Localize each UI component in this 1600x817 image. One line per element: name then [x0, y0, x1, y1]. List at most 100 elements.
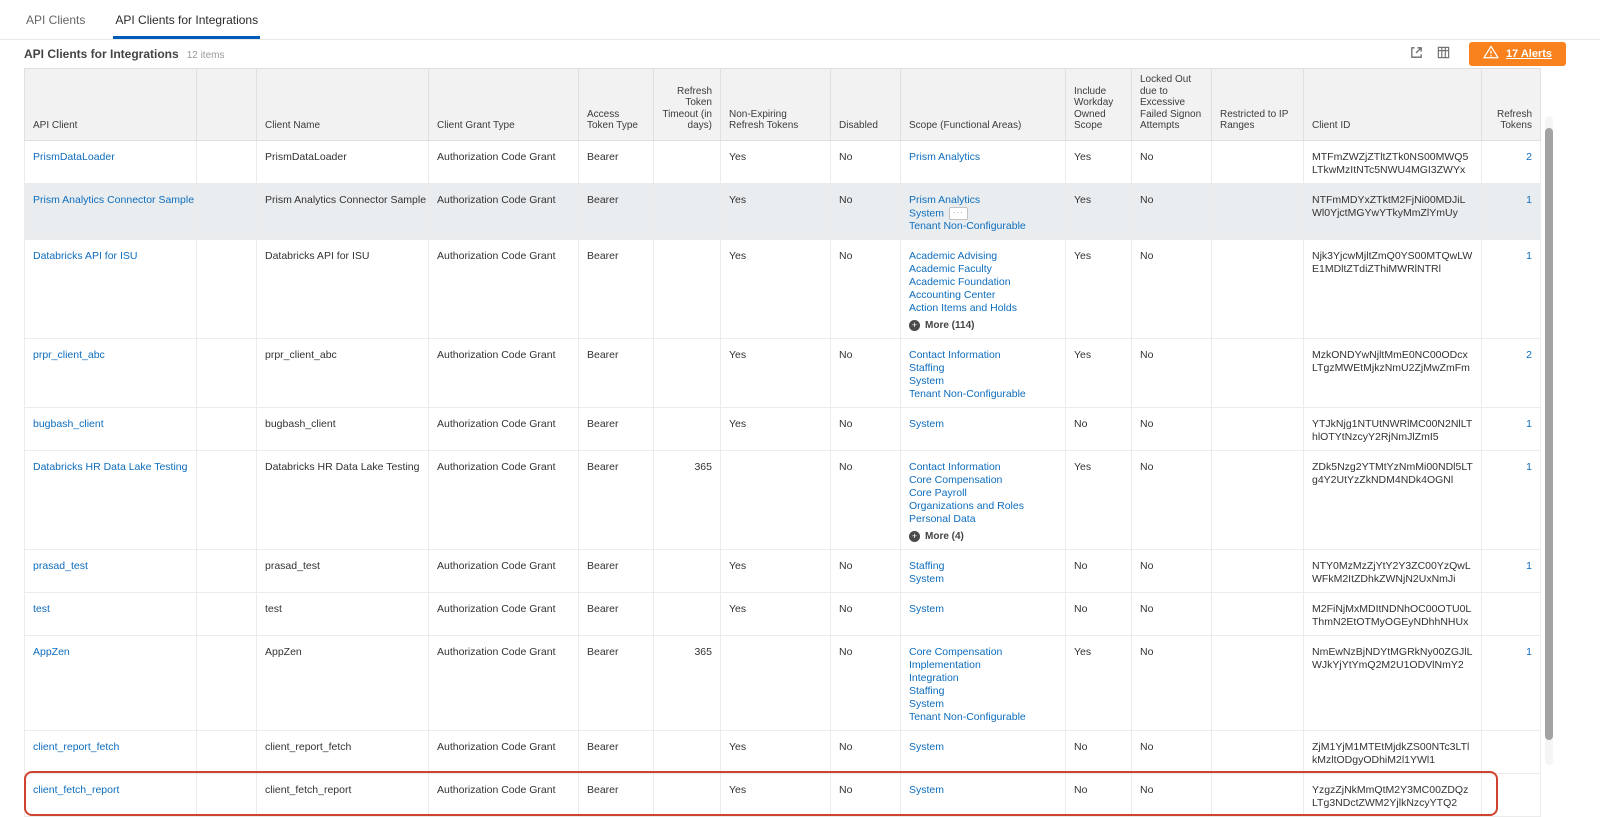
tab-api-clients[interactable]: API Clients — [26, 13, 86, 27]
scope-link[interactable]: Core Compensation — [909, 473, 1003, 486]
locked-out-cell: No — [1131, 591, 1212, 636]
column-header-restricted-to-ip-ranges[interactable]: Restricted to IP Ranges — [1211, 68, 1304, 141]
table-row: prpr_client_abc prpr_client_abc Authorizat… — [24, 337, 1541, 408]
client-name-cell: Databricks API for ISU — [256, 238, 429, 339]
api-client-link[interactable]: client_fetch_report — [33, 783, 120, 796]
scope-link[interactable]: Accounting Center — [909, 288, 996, 301]
api-client-link[interactable]: Databricks HR Data Lake Testing — [33, 460, 188, 473]
api-client-link[interactable]: Prism Analytics Connector Sample — [33, 193, 195, 206]
scope-link[interactable]: System — [909, 374, 945, 387]
scope-link[interactable]: Academic Faculty — [909, 262, 992, 275]
column-header-refresh-token-timeout-in-days[interactable]: Refresh Token Timeout (in days) — [653, 68, 721, 141]
scope-link[interactable]: Personal Data — [909, 512, 976, 525]
scope-link[interactable]: Staffing — [909, 684, 945, 697]
access-token-type-cell: Bearer — [578, 548, 654, 593]
ellipsis-icon[interactable]: ··· — [949, 206, 969, 220]
column-header-client-name[interactable]: Client Name — [256, 68, 429, 141]
column-header-include-workday-owned-scope[interactable]: Include Workday Owned Scope — [1065, 68, 1132, 141]
disabled-cell: No — [830, 139, 901, 184]
scope-link[interactable]: Tenant Non-Configurable — [909, 710, 1026, 723]
scope-link[interactable]: System — [909, 572, 945, 585]
scope-link[interactable]: Organizations and Roles — [909, 499, 1024, 512]
refresh-tokens-link[interactable]: 1 — [1526, 645, 1532, 658]
scope-link[interactable]: System — [909, 417, 945, 430]
scope-link[interactable]: Staffing — [909, 559, 945, 572]
refresh-token-timeout-cell: 365 — [653, 449, 721, 550]
grid-settings-button[interactable] — [1434, 43, 1453, 65]
scope-link[interactable]: Core Payroll — [909, 486, 967, 499]
refresh-tokens-link[interactable]: 1 — [1526, 417, 1532, 430]
restricted-to-ip-ranges-cell — [1211, 337, 1304, 408]
client-grant-type-cell: Authorization Code Grant — [428, 772, 579, 817]
client-id-cell: NTY0MzMzZjYtY2Y3ZC00YzQwLWFkM2ItZDhkZWNj… — [1303, 548, 1482, 593]
refresh-tokens-link[interactable]: 2 — [1526, 348, 1532, 361]
refresh-tokens-link[interactable]: 1 — [1526, 193, 1532, 206]
api-client-cell: client_report_fetch — [24, 729, 197, 774]
scope-link[interactable]: Prism Analytics — [909, 150, 981, 163]
refresh-tokens-link[interactable]: 1 — [1526, 559, 1532, 572]
scope-link[interactable]: Tenant Non-Configurable — [909, 219, 1026, 232]
locked-out-cell: No — [1131, 337, 1212, 408]
scope-more-toggle[interactable]: + More (114) — [909, 319, 1057, 332]
alerts-button[interactable]: 17 Alerts — [1468, 42, 1566, 66]
api-client-link[interactable]: bugbash_client — [33, 417, 104, 430]
scope-link[interactable]: Contact Information — [909, 348, 1001, 361]
restricted-to-ip-ranges-cell — [1211, 238, 1304, 339]
scope-link[interactable]: Tenant Non-Configurable — [909, 387, 1026, 400]
refresh-token-timeout-cell — [653, 182, 721, 240]
scope-link[interactable]: System — [909, 740, 945, 753]
vertical-scrollbar-thumb[interactable] — [1545, 128, 1553, 740]
column-header-api-client[interactable]: API Client — [24, 68, 197, 141]
refresh-tokens-cell — [1481, 772, 1541, 817]
scope-link[interactable]: Action Items and Holds — [909, 301, 1017, 314]
scope-link[interactable]: Academic Advising — [909, 249, 998, 262]
api-client-link[interactable]: PrismDataLoader — [33, 150, 115, 163]
scope-link[interactable]: Prism Analytics — [909, 193, 981, 206]
api-client-link[interactable]: prasad_test — [33, 559, 88, 572]
column-header-locked-out-due-to-excessive-failed-signon-attempts[interactable]: Locked Out due to Excessive Failed Signo… — [1131, 68, 1212, 141]
related-actions-cell — [196, 772, 257, 817]
scope-link[interactable]: Implementation — [909, 658, 981, 671]
column-header-non-expiring-refresh-tokens[interactable]: Non-Expiring Refresh Tokens — [720, 68, 831, 141]
column-header-access-token-type[interactable]: Access Token Type — [578, 68, 654, 141]
scope-link[interactable]: Academic Foundation — [909, 275, 1011, 288]
table-row: prasad_test prasad_test Authorization Code… — [24, 548, 1541, 593]
scope-cell: Contact Information Staffing System Tenant … — [900, 337, 1066, 408]
scope-link[interactable]: Integration — [909, 671, 959, 684]
column-header-client-id[interactable]: Client ID — [1303, 68, 1482, 141]
refresh-tokens-link[interactable]: 2 — [1526, 150, 1532, 163]
scope-link[interactable]: System — [909, 783, 945, 796]
column-header-disabled[interactable]: Disabled — [830, 68, 901, 141]
scope-link[interactable]: System — [909, 206, 945, 219]
column-header-refresh-tokens[interactable]: Refresh Tokens — [1481, 68, 1541, 141]
scope-link[interactable]: Contact Information — [909, 460, 1001, 473]
scope-more-toggle[interactable]: + More (4) — [909, 530, 1057, 543]
api-client-cell: Databricks HR Data Lake Testing — [24, 449, 197, 550]
column-header-scope-functional-areas[interactable]: Scope (Functional Areas) — [900, 68, 1066, 141]
refresh-tokens-link[interactable]: 1 — [1526, 460, 1532, 473]
table-row: client_report_fetch client_report_fetch Au… — [24, 729, 1541, 774]
non-expiring-refresh-tokens-cell — [720, 449, 831, 550]
access-token-type-cell: Bearer — [578, 591, 654, 636]
api-client-link[interactable]: AppZen — [33, 645, 70, 658]
tab-api-clients-for-integrations[interactable]: API Clients for Integrations — [113, 13, 261, 39]
refresh-tokens-link[interactable]: 1 — [1526, 249, 1532, 262]
refresh-token-timeout-cell — [653, 238, 721, 339]
api-client-link[interactable]: client_report_fetch — [33, 740, 120, 753]
column-header-blank[interactable] — [196, 68, 257, 141]
scope-link[interactable]: Core Compensation — [909, 645, 1003, 658]
related-actions-cell — [196, 139, 257, 184]
non-expiring-refresh-tokens-cell: Yes — [720, 139, 831, 184]
scope-link[interactable]: System — [909, 697, 945, 710]
disabled-cell: No — [830, 772, 901, 817]
api-client-link[interactable]: prpr_client_abc — [33, 348, 105, 361]
scope-link[interactable]: Staffing — [909, 361, 945, 374]
related-actions-cell — [196, 238, 257, 339]
api-client-link[interactable]: Databricks API for ISU — [33, 249, 138, 262]
api-client-cell: AppZen — [24, 634, 197, 731]
export-button[interactable] — [1407, 43, 1426, 65]
scope-link[interactable]: System — [909, 602, 945, 615]
api-client-link[interactable]: test — [33, 602, 50, 615]
column-header-client-grant-type[interactable]: Client Grant Type — [428, 68, 579, 141]
client-id-cell: YTJkNjg1NTUtNWRlMC00N2NlLThlOTYtNzcyY2Rj… — [1303, 406, 1482, 451]
